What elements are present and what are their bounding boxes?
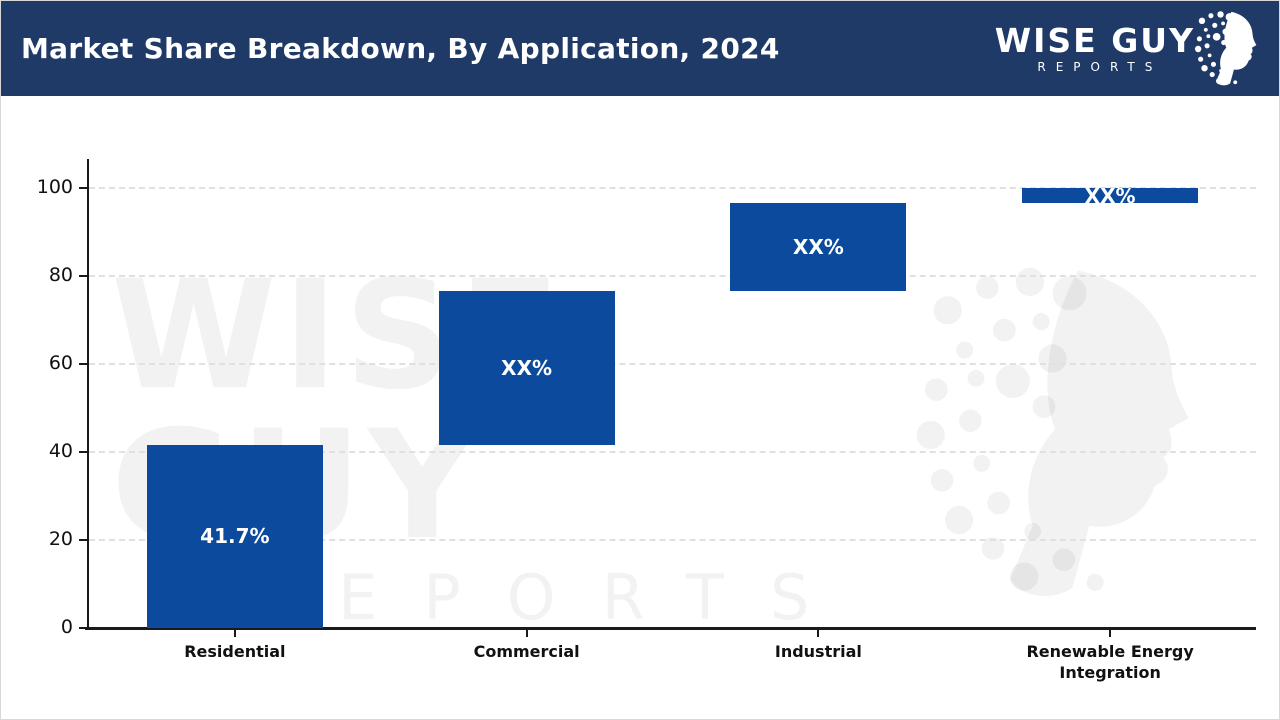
bar-value-label: XX% <box>1084 188 1136 203</box>
y-tick-mark <box>79 451 88 454</box>
y-tick-label: 20 <box>48 528 73 551</box>
bar-residential: 41.7% <box>146 444 323 628</box>
x-tick-mark <box>233 630 236 637</box>
x-axis-label-commercial: Commercial <box>473 642 580 661</box>
x-axis-line <box>85 627 1256 630</box>
bar-value-label: XX% <box>501 355 553 380</box>
x-tick-mark <box>817 630 820 637</box>
gridline-80 <box>89 275 1256 278</box>
x-axis-label-industrial: Industrial <box>774 642 862 661</box>
logo-subtitle: REPORTS <box>1037 60 1163 74</box>
bar-value-label: XX% <box>792 234 844 259</box>
gridline-40 <box>89 451 1256 454</box>
y-tick-label: 100 <box>36 176 73 199</box>
y-tick-mark <box>79 363 88 366</box>
y-tick-mark <box>79 187 88 190</box>
x-tick-mark <box>1109 630 1112 637</box>
dotted-head-icon <box>1194 10 1257 85</box>
gridline-100 <box>89 187 1256 190</box>
bar-renewable-energy-integration: XX% <box>1022 188 1199 203</box>
logo-text: WISE GUY REPORTS <box>995 24 1195 73</box>
y-tick-label: 0 <box>60 616 73 638</box>
bar-industrial: XX% <box>730 202 907 291</box>
y-axis-line <box>87 159 89 630</box>
y-tick-mark <box>79 539 88 542</box>
bar-value-label: 41.7% <box>200 524 270 549</box>
y-tick-label: 60 <box>48 352 73 375</box>
gridline-20 <box>89 539 1256 542</box>
page-title: Market Share Breakdown, By Application, … <box>21 32 780 65</box>
x-axis-label-renewable-energy-integration: Renewable Energy Integration <box>1026 642 1194 682</box>
y-tick-label: 40 <box>48 440 73 463</box>
y-tick-mark <box>79 275 88 278</box>
bar-commercial: XX% <box>438 290 615 445</box>
plot-area: 0 20 40 60 80 100 41.7% Residential XX% Commercia… <box>37 159 1256 682</box>
y-tick-label: 80 <box>48 264 73 287</box>
gridline-60 <box>89 363 1256 366</box>
logo-wordmark: WISE GUY <box>994 21 1195 60</box>
wise-guy-logo: WISE GUY REPORTS <box>995 10 1257 88</box>
chart-region: WISE GUY REPORTS 02040608010041.7%Reside… <box>1 96 1279 719</box>
y-tick-mark <box>79 627 88 629</box>
x-axis-label-residential: Residential <box>184 642 286 661</box>
bar-value-label-overflow: XX% <box>1022 159 1198 189</box>
bar-value-label-dark: XX% <box>1022 185 1198 189</box>
header-bar: Market Share Breakdown, By Application, … <box>1 1 1279 96</box>
x-tick-mark <box>525 630 528 637</box>
